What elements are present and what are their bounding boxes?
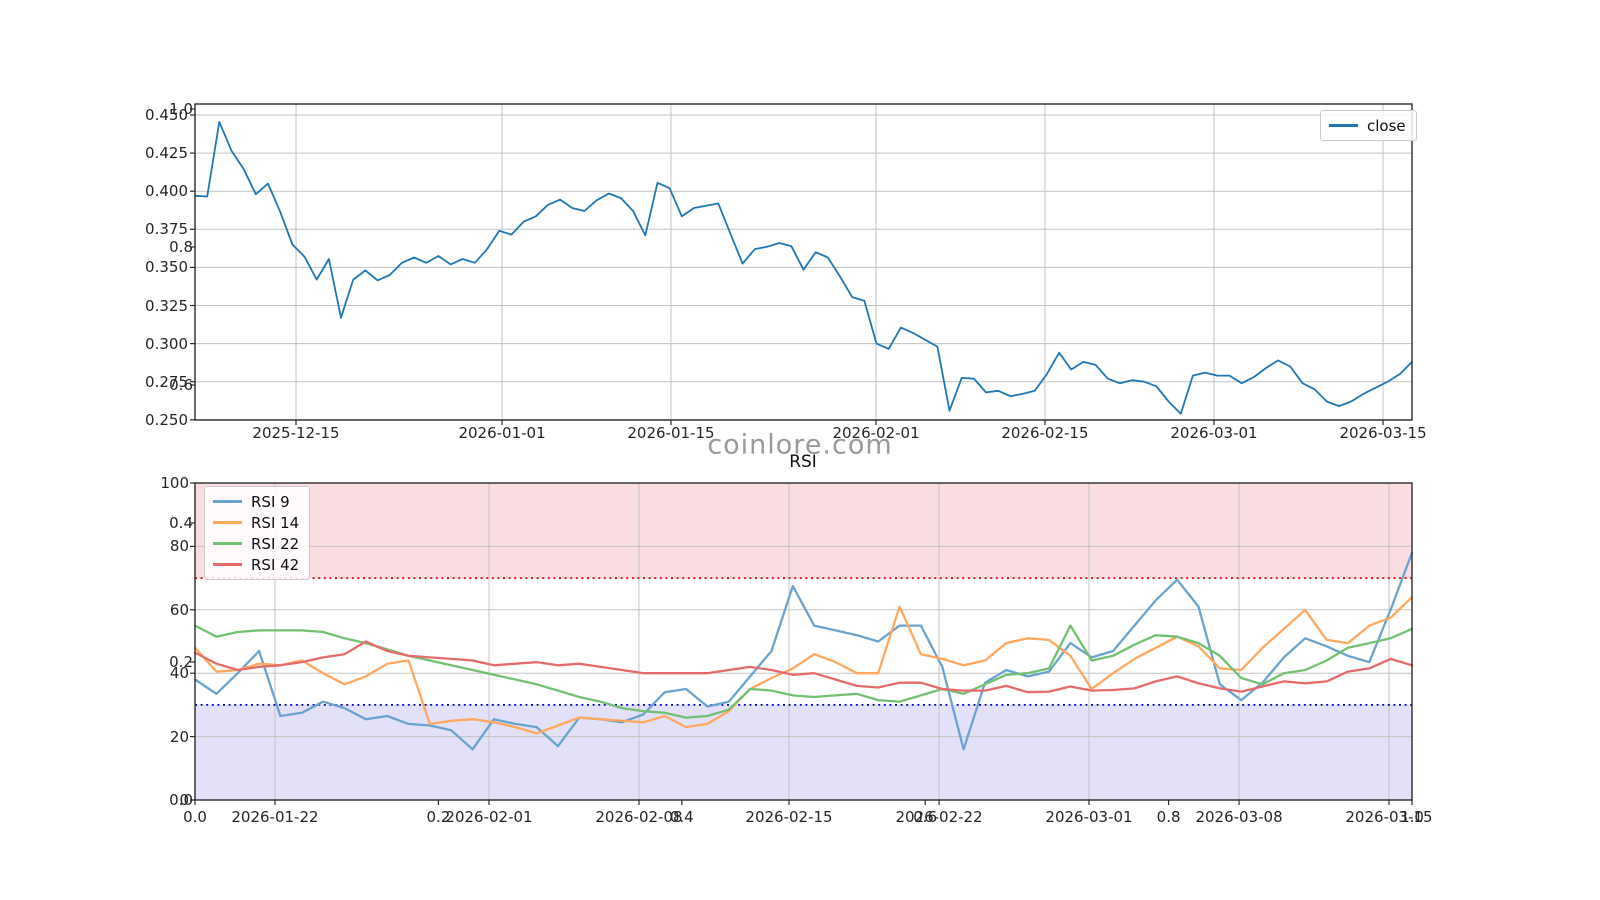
legend-entry: RSI 22	[213, 533, 299, 554]
watermark: coinlore.com	[707, 429, 893, 461]
legend-line-swatch	[1329, 124, 1358, 127]
rsi-line-3	[193, 624, 1414, 719]
legend-line-swatch	[213, 500, 242, 503]
legend-label: RSI 9	[251, 492, 290, 511]
price-axes-frame	[194, 103, 1413, 421]
legend-entry: close	[1329, 115, 1406, 136]
rsi-line-1	[193, 551, 1414, 751]
close-line	[194, 121, 1413, 415]
legend-line-swatch	[213, 542, 242, 545]
overbought-band	[195, 483, 1412, 579]
rsi-line-4	[193, 640, 1414, 694]
legend-entry: RSI 42	[213, 554, 299, 575]
legend-entry: RSI 9	[213, 491, 299, 512]
legend-label: close	[1367, 116, 1406, 135]
legend-label: RSI 42	[251, 555, 300, 574]
legend-line-swatch	[213, 521, 242, 524]
legend-line-swatch	[213, 563, 242, 566]
rsi-panel-title: RSI	[789, 452, 817, 472]
rsi-line-2	[193, 595, 1414, 735]
legend-entry: RSI 14	[213, 512, 299, 533]
legend-label: RSI 22	[251, 534, 300, 553]
close-legend: close	[1320, 110, 1417, 141]
oversold-band	[195, 704, 1412, 800]
rsi-legend: RSI 9 RSI 14 RSI 22 RSI 42	[204, 486, 311, 580]
legend-label: RSI 14	[251, 513, 300, 532]
rsi-axes-frame	[194, 482, 1413, 801]
